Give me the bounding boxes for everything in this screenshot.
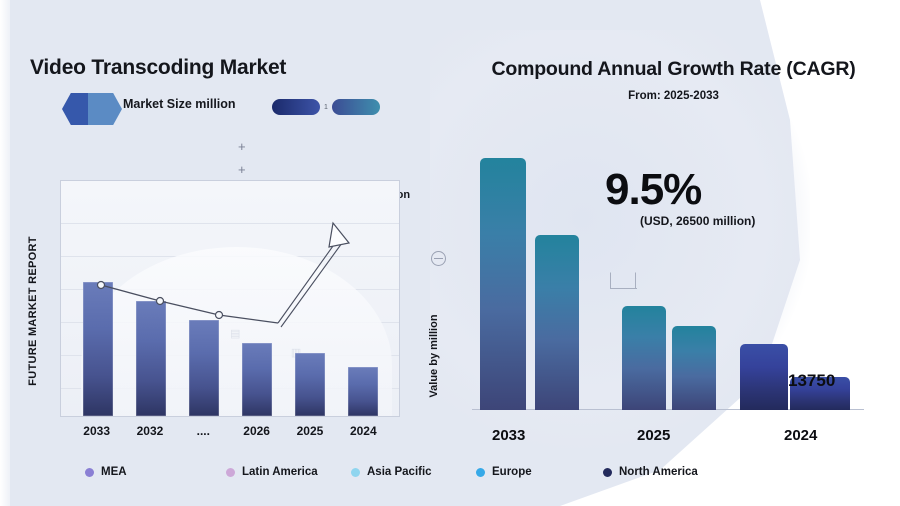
legend-item-north-america[interactable]: North America — [603, 466, 698, 478]
pill-separator: 1 — [324, 103, 328, 111]
region-legend: MEA Latin America Asia Pacific Europe No… — [85, 466, 698, 478]
cagr-bar-value: 13750 — [788, 371, 836, 390]
legend-dot-mea — [85, 467, 94, 477]
legend-label-europe: Europe — [492, 466, 532, 478]
bar-dots — [188, 319, 219, 416]
legend-dot-europe — [476, 467, 485, 477]
market-size-label: Market Size million — [123, 97, 236, 111]
cagr-title: Compound Annual Growth Rate (CAGR) — [491, 58, 856, 80]
pill-teal — [331, 99, 380, 115]
cagr-x-label-1: 2025 — [637, 427, 671, 444]
cagr-x-label-2: 2024 — [784, 427, 818, 444]
market-size-chart: ▤ ▥ — [60, 180, 400, 417]
bar-2024 — [347, 366, 378, 416]
legend-label-north-america: North America — [619, 466, 698, 478]
y-axis-left-label: FUTURE MARKET REPORT — [27, 236, 39, 386]
cagr-bar-2033-a — [480, 158, 526, 410]
legend-item-latin-america[interactable]: Latin America — [226, 466, 351, 478]
plus-decoration: + + — [238, 140, 246, 176]
cagr-bar-2025-b — [672, 326, 716, 410]
cagr-subtitle: From: 2025-2033 — [628, 90, 719, 102]
cagr-usd-note: (USD, 26500 million) — [640, 214, 756, 228]
left-edge-gradient — [0, 0, 10, 506]
legend-dot-north-america — [603, 467, 612, 477]
cagr-x-label-0: 2033 — [492, 427, 526, 444]
market-size-x-axis: 2033 2032 .... 2026 2025 2024 — [60, 424, 400, 438]
pill-navy — [272, 99, 320, 115]
cagr-bar-2024-a — [740, 344, 788, 410]
bar-2025 — [294, 352, 325, 416]
hexagon-logo-right — [88, 93, 122, 125]
cagr-baseline — [472, 408, 864, 410]
bar-2033 — [82, 282, 113, 416]
bracket-decoration — [609, 272, 637, 290]
x-label-1: 2032 — [136, 424, 164, 438]
minus-circle-icon — [431, 251, 446, 266]
legend-item-europe[interactable]: Europe — [476, 466, 603, 478]
legend-item-asia-pacific[interactable]: Asia Pacific — [351, 466, 476, 478]
plus-icon-1: + — [238, 139, 246, 154]
page-title: Video Transcoding Market — [30, 56, 287, 79]
x-label-0: 2033 — [83, 424, 110, 438]
legend-dot-latin-america — [226, 467, 235, 477]
cagr-bar-2033-b — [535, 235, 579, 410]
hexagon-logo — [62, 93, 126, 125]
legend-label-asia-pacific: Asia Pacific — [367, 466, 432, 478]
legend-item-mea[interactable]: MEA — [85, 466, 226, 478]
plus-icon-2: + — [238, 162, 246, 177]
right-edge-white — [892, 0, 900, 506]
cagr-value: 9.5% — [605, 165, 702, 214]
bar-2026 — [241, 343, 272, 416]
bar-2032 — [135, 300, 166, 416]
legend-label-mea: MEA — [101, 466, 127, 478]
cagr-bar-2024-b — [790, 377, 850, 410]
cagr-bar-2025-a — [622, 306, 666, 410]
x-label-3: 2026 — [243, 424, 270, 438]
y-axis-right-label: Value by million — [428, 314, 440, 398]
watermark-icon-2: ▥ — [291, 346, 301, 359]
x-label-2: .... — [196, 424, 210, 438]
pill-legend: 1 — [272, 99, 380, 115]
cagr-chart — [462, 150, 872, 420]
legend-label-latin-america: Latin America — [242, 466, 318, 478]
trend-line — [96, 221, 351, 328]
bar-series — [61, 181, 399, 416]
legend-dot-asia-pacific — [351, 467, 360, 477]
x-label-5: 2024 — [349, 424, 377, 438]
watermark-icon-1: ▤ — [230, 327, 241, 340]
x-label-4: 2025 — [296, 424, 324, 438]
